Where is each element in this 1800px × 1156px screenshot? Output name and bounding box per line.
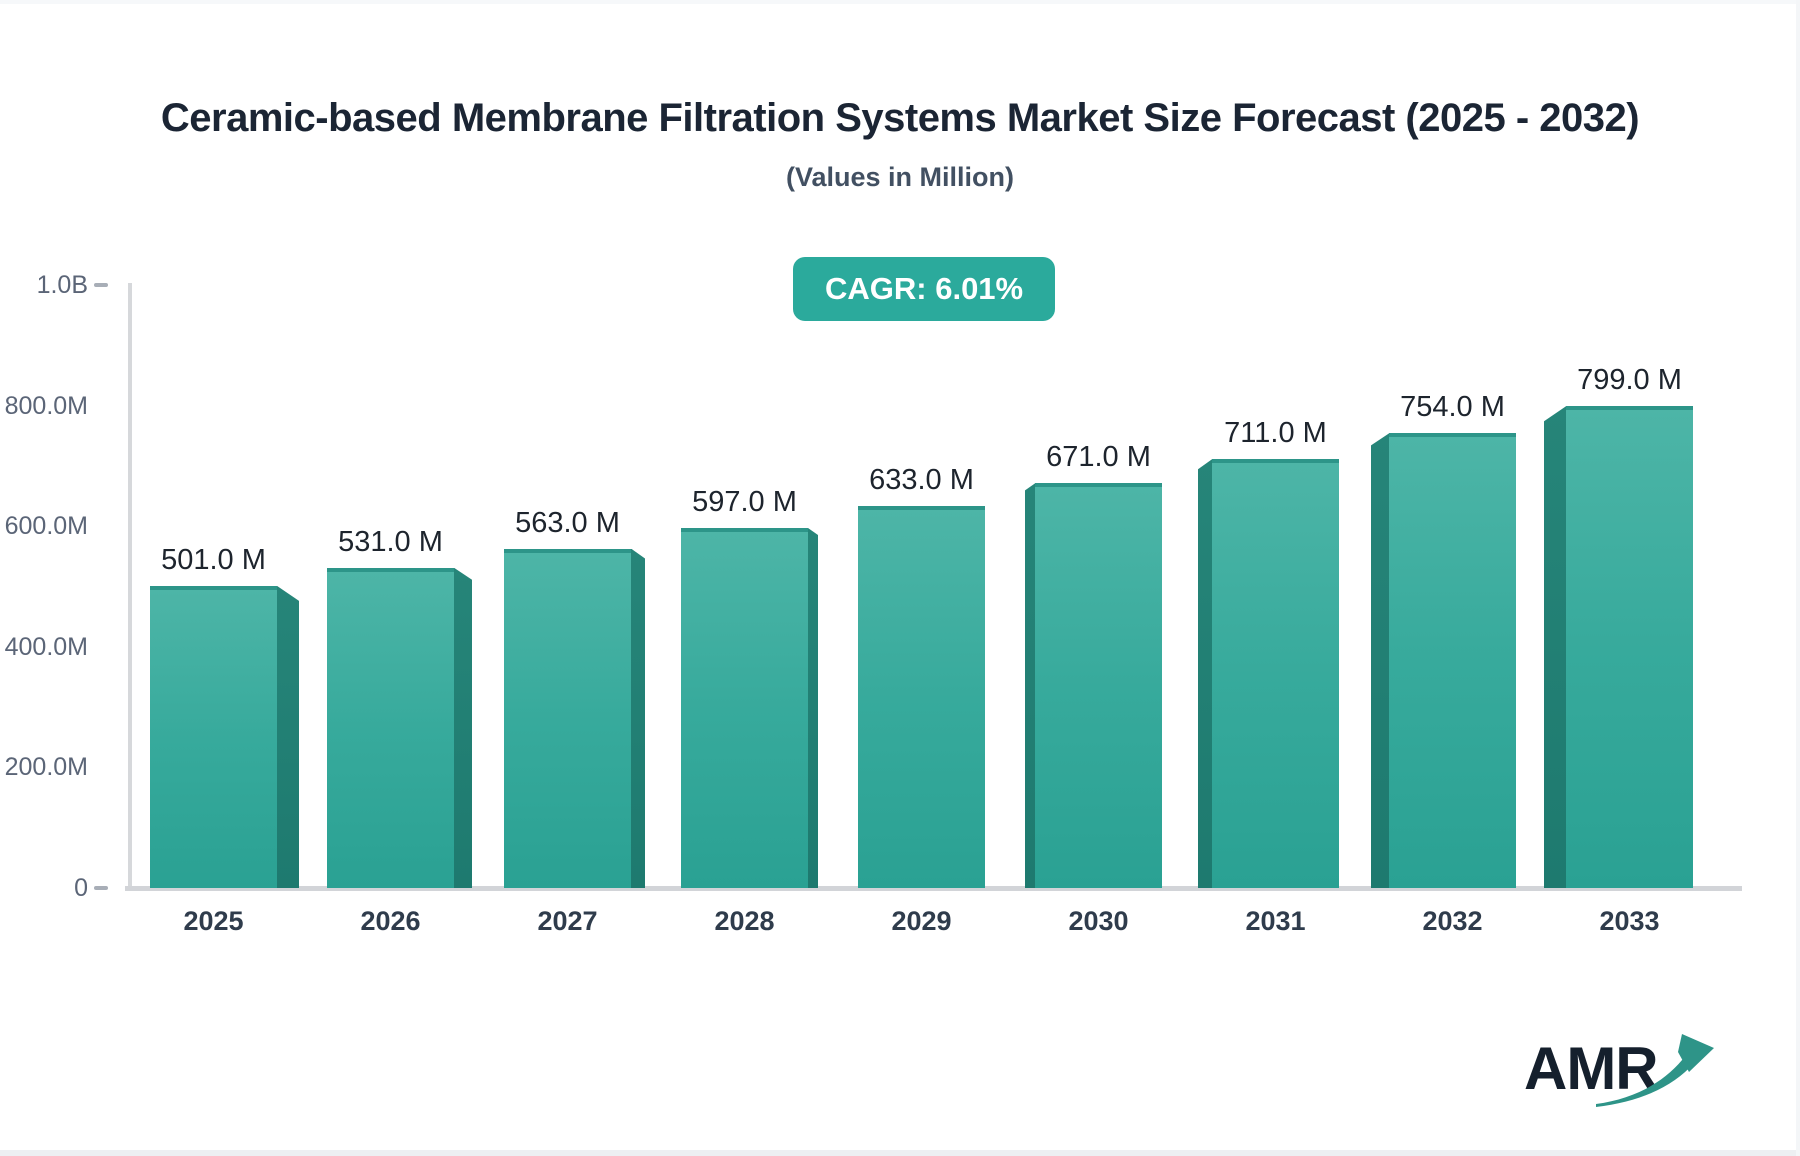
bar-face-2027	[504, 548, 631, 888]
bar-2025[interactable]	[150, 585, 299, 888]
bar-3d-side-2025	[277, 585, 299, 888]
cagr-badge: CAGR: 6.01%	[793, 257, 1056, 321]
y-axis-tick-mark	[94, 886, 108, 890]
y-axis-tick-label: 200.0M	[4, 753, 88, 782]
bar-3d-side-2028	[808, 528, 818, 888]
page-bottom-edge	[0, 1150, 1800, 1156]
bar-2033[interactable]	[1544, 406, 1693, 888]
amr-logo-text: AMR	[1524, 1035, 1659, 1102]
bar-face-2031	[1212, 459, 1339, 888]
bar-face-2033	[1566, 406, 1693, 888]
bar-value-label-2033: 799.0 M	[1577, 364, 1682, 397]
bar-value-label-2026: 531.0 M	[338, 525, 443, 558]
bar-3d-side-2031	[1198, 459, 1212, 888]
x-axis-label-2030: 2030	[1068, 906, 1129, 936]
x-axis-label-2026: 2026	[360, 906, 421, 936]
bar-value-label-2032: 754.0 M	[1400, 391, 1505, 424]
page-top-edge	[0, 0, 1800, 4]
bar-2029[interactable]	[858, 506, 985, 888]
x-axis-label-2025: 2025	[183, 906, 244, 936]
amr-logo: AMR	[1524, 1034, 1724, 1120]
bar-value-label-2029: 633.0 M	[869, 464, 974, 497]
bar-3d-side-2033	[1544, 406, 1566, 888]
bar-2031[interactable]	[1198, 459, 1339, 888]
page-right-edge	[1796, 0, 1800, 1156]
x-axis-label-2027: 2027	[537, 906, 598, 936]
x-axis-line	[125, 886, 1742, 891]
chart-subtitle: (Values in Million)	[785, 162, 1015, 192]
bar-3d-side-2030	[1025, 483, 1035, 888]
y-axis-tick-label: 400.0M	[4, 632, 88, 661]
bar-face-2025	[150, 585, 277, 888]
bar-face-2032	[1389, 433, 1516, 888]
bar-value-label-2031: 711.0 M	[1224, 417, 1327, 450]
x-axis-label-2031: 2031	[1245, 906, 1306, 936]
bar-2026[interactable]	[327, 567, 472, 888]
bar-face-2026	[327, 567, 454, 888]
bar-value-label-2027: 563.0 M	[515, 506, 620, 539]
y-axis-tick-label: 800.0M	[4, 391, 88, 420]
y-axis-tick-mark	[94, 283, 108, 287]
y-axis-tick-label: 1.0B	[36, 271, 88, 299]
bar-value-label-2025: 501.0 M	[161, 543, 266, 576]
trending-up-arrow-icon	[1596, 1034, 1714, 1107]
chart-title: Ceramic-based Membrane Filtration System…	[160, 96, 1640, 140]
bar-3d-side-2027	[631, 548, 645, 888]
bar-2032[interactable]	[1371, 433, 1516, 888]
bar-face-2028	[681, 528, 808, 888]
y-axis-tick-label: 0	[74, 874, 88, 902]
bar-value-label-2030: 671.0 M	[1046, 441, 1151, 474]
bar-2027[interactable]	[504, 548, 645, 888]
bar-2028[interactable]	[681, 528, 818, 888]
x-axis-label-2032: 2032	[1422, 906, 1483, 936]
y-axis-line	[128, 283, 132, 891]
bar-value-label-2028: 597.0 M	[692, 486, 797, 518]
bar-face-2029	[858, 506, 985, 888]
x-axis-label-2033: 2033	[1599, 906, 1660, 936]
bar-3d-side-2032	[1371, 433, 1389, 888]
x-axis-label-2029: 2029	[891, 906, 952, 936]
bar-2030[interactable]	[1025, 483, 1162, 888]
bar-face-2030	[1035, 483, 1162, 888]
y-axis-tick-label: 600.0M	[4, 512, 88, 541]
x-axis-label-2028: 2028	[714, 906, 775, 936]
bar-3d-side-2026	[454, 567, 472, 888]
